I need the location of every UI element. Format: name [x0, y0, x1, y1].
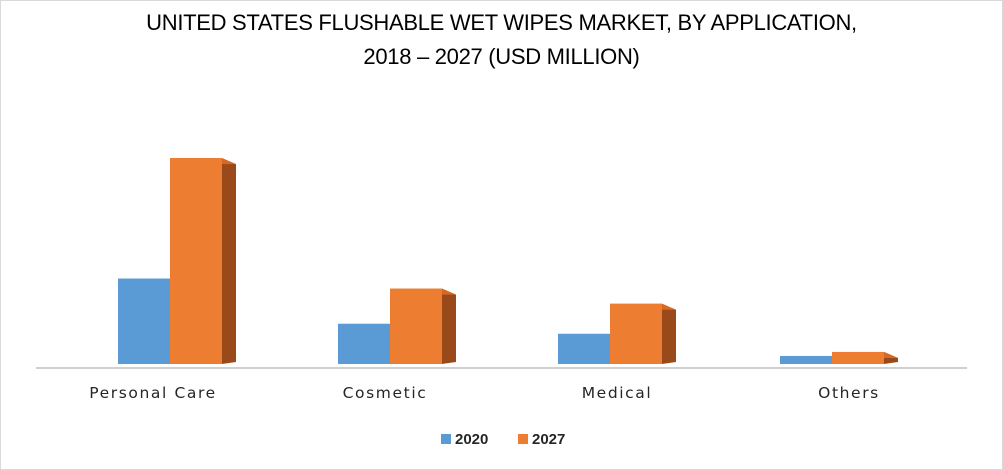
- bar-front: [558, 333, 610, 364]
- legend-item-2020: 2020: [441, 431, 488, 448]
- chart-title-line-2: 2018 – 2027 (USD MILLION): [363, 44, 640, 69]
- bar-side: [222, 158, 236, 364]
- legend-swatch: [441, 434, 451, 444]
- bar-front: [338, 323, 390, 364]
- legend-swatch: [518, 434, 528, 444]
- bar-front: [390, 288, 442, 364]
- chart-title: UNITED STATES FLUSHABLE WET WIPES MARKET…: [0, 6, 1003, 74]
- category-label: Cosmetic: [343, 384, 428, 402]
- category-label: Others: [818, 384, 880, 402]
- bars-layer: [118, 158, 898, 364]
- bar-medical-2027: [610, 303, 676, 364]
- bar-personal-care-2027: [170, 158, 236, 364]
- bar-front: [832, 351, 884, 364]
- category-labels: Personal Care Cosmetic Medical Others: [89, 384, 880, 402]
- category-label: Personal Care: [89, 384, 217, 402]
- bar-front: [170, 158, 222, 364]
- legend-label: 2027: [532, 431, 565, 448]
- bar-front: [118, 278, 170, 364]
- legend-item-2027: 2027: [518, 431, 565, 448]
- legend-label: 2020: [455, 431, 488, 448]
- chart-title-line-1: UNITED STATES FLUSHABLE WET WIPES MARKET…: [146, 10, 857, 35]
- bar-side: [662, 303, 676, 364]
- bar-cosmetic-2020: [338, 323, 404, 364]
- bar-front: [610, 303, 662, 364]
- bar-side: [442, 288, 456, 364]
- bar-front: [780, 355, 832, 364]
- bar-cosmetic-2027: [390, 288, 456, 364]
- legend: 2020 2027: [441, 431, 565, 448]
- category-label: Medical: [582, 384, 653, 402]
- bar-others-2027: [832, 351, 898, 364]
